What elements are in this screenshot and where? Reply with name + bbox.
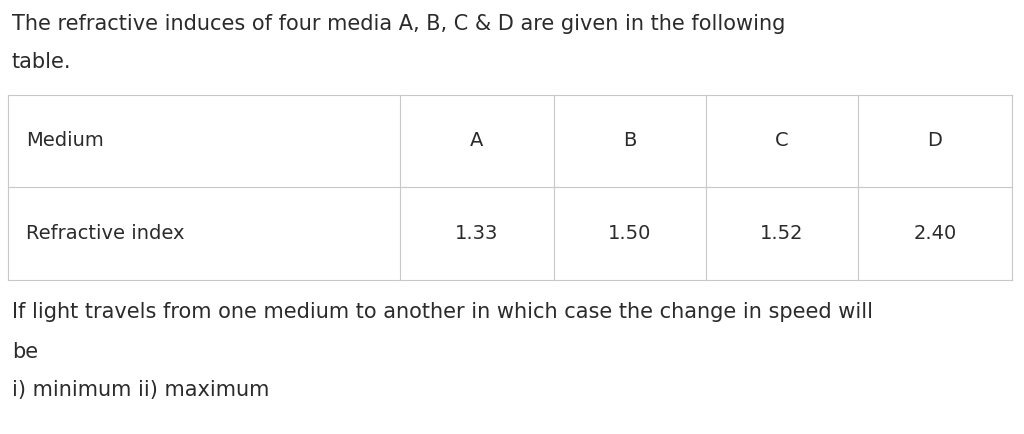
- Text: B: B: [624, 132, 637, 151]
- Text: 1.33: 1.33: [456, 224, 499, 243]
- Text: Medium: Medium: [26, 132, 103, 151]
- Text: be: be: [12, 342, 38, 362]
- Text: 1.52: 1.52: [760, 224, 804, 243]
- Text: D: D: [928, 132, 942, 151]
- Text: C: C: [775, 132, 788, 151]
- Text: A: A: [470, 132, 483, 151]
- Text: 1.50: 1.50: [608, 224, 651, 243]
- Text: i) minimum ii) maximum: i) minimum ii) maximum: [12, 380, 269, 400]
- Text: If light travels from one medium to another in which case the change in speed wi: If light travels from one medium to anot…: [12, 302, 873, 322]
- Text: Refractive index: Refractive index: [26, 224, 184, 243]
- Text: 2.40: 2.40: [913, 224, 956, 243]
- Text: The refractive induces of four media A, B, C & D are given in the following: The refractive induces of four media A, …: [12, 14, 785, 34]
- Text: table.: table.: [12, 52, 72, 72]
